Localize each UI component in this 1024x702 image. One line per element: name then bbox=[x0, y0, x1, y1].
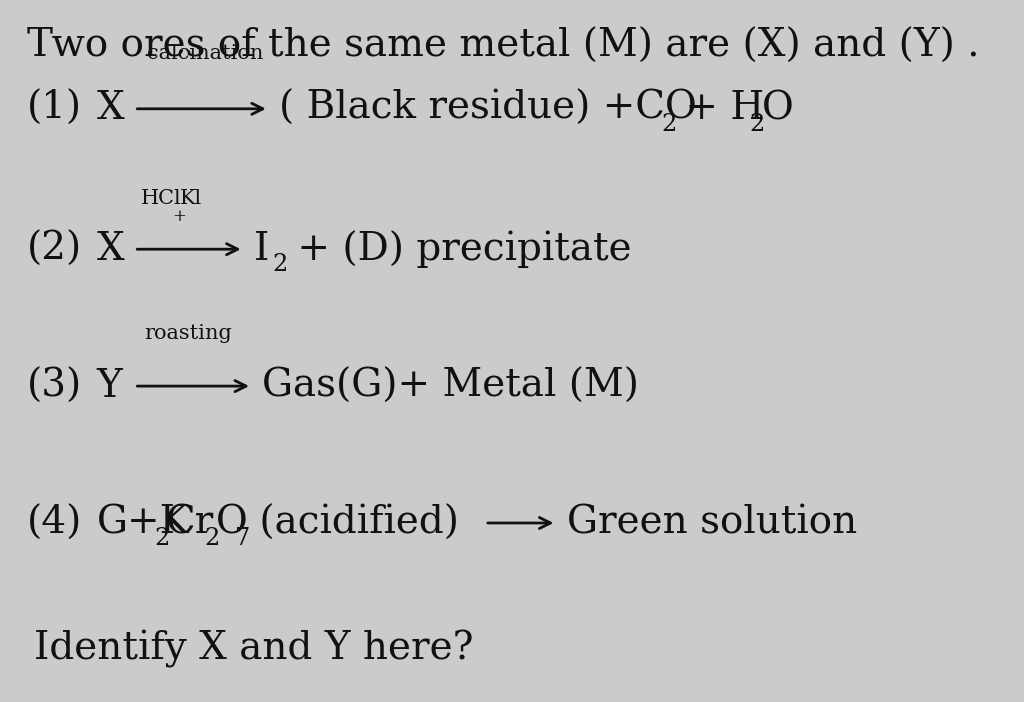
Text: Green solution: Green solution bbox=[567, 505, 857, 541]
Text: (2): (2) bbox=[27, 231, 82, 267]
Text: + H: + H bbox=[674, 91, 765, 127]
Text: X: X bbox=[96, 91, 124, 127]
Text: 2: 2 bbox=[272, 253, 288, 276]
Text: (3): (3) bbox=[27, 368, 82, 404]
Text: 2: 2 bbox=[154, 527, 169, 550]
Text: roasting: roasting bbox=[144, 324, 232, 343]
Text: I: I bbox=[254, 231, 269, 267]
Text: (acidified): (acidified) bbox=[247, 505, 459, 541]
Text: HCl: HCl bbox=[141, 190, 182, 208]
Text: + (D) precipitate: + (D) precipitate bbox=[285, 230, 631, 268]
Text: X: X bbox=[96, 231, 124, 267]
Text: (4): (4) bbox=[27, 505, 82, 541]
Text: 2: 2 bbox=[750, 113, 765, 135]
Text: calcination: calcination bbox=[147, 44, 263, 63]
Text: +: + bbox=[172, 208, 185, 225]
Text: 7: 7 bbox=[236, 527, 250, 550]
Text: O: O bbox=[216, 505, 248, 541]
Text: 2: 2 bbox=[662, 113, 677, 135]
Text: Cr: Cr bbox=[166, 505, 214, 541]
Text: Y: Y bbox=[96, 368, 122, 404]
Text: ( Black residue) +CO: ( Black residue) +CO bbox=[279, 91, 696, 127]
Text: 2: 2 bbox=[204, 527, 219, 550]
Text: Gas(G)+ Metal (M): Gas(G)+ Metal (M) bbox=[262, 368, 639, 404]
Text: (1): (1) bbox=[27, 91, 82, 127]
Text: G+K: G+K bbox=[96, 505, 189, 541]
Text: Kl: Kl bbox=[180, 190, 203, 208]
Text: O: O bbox=[762, 91, 794, 127]
Text: Two ores of the same metal (M) are (X) and (Y) .: Two ores of the same metal (M) are (X) a… bbox=[27, 28, 979, 65]
Text: Identify X and Y here?: Identify X and Y here? bbox=[34, 630, 473, 668]
